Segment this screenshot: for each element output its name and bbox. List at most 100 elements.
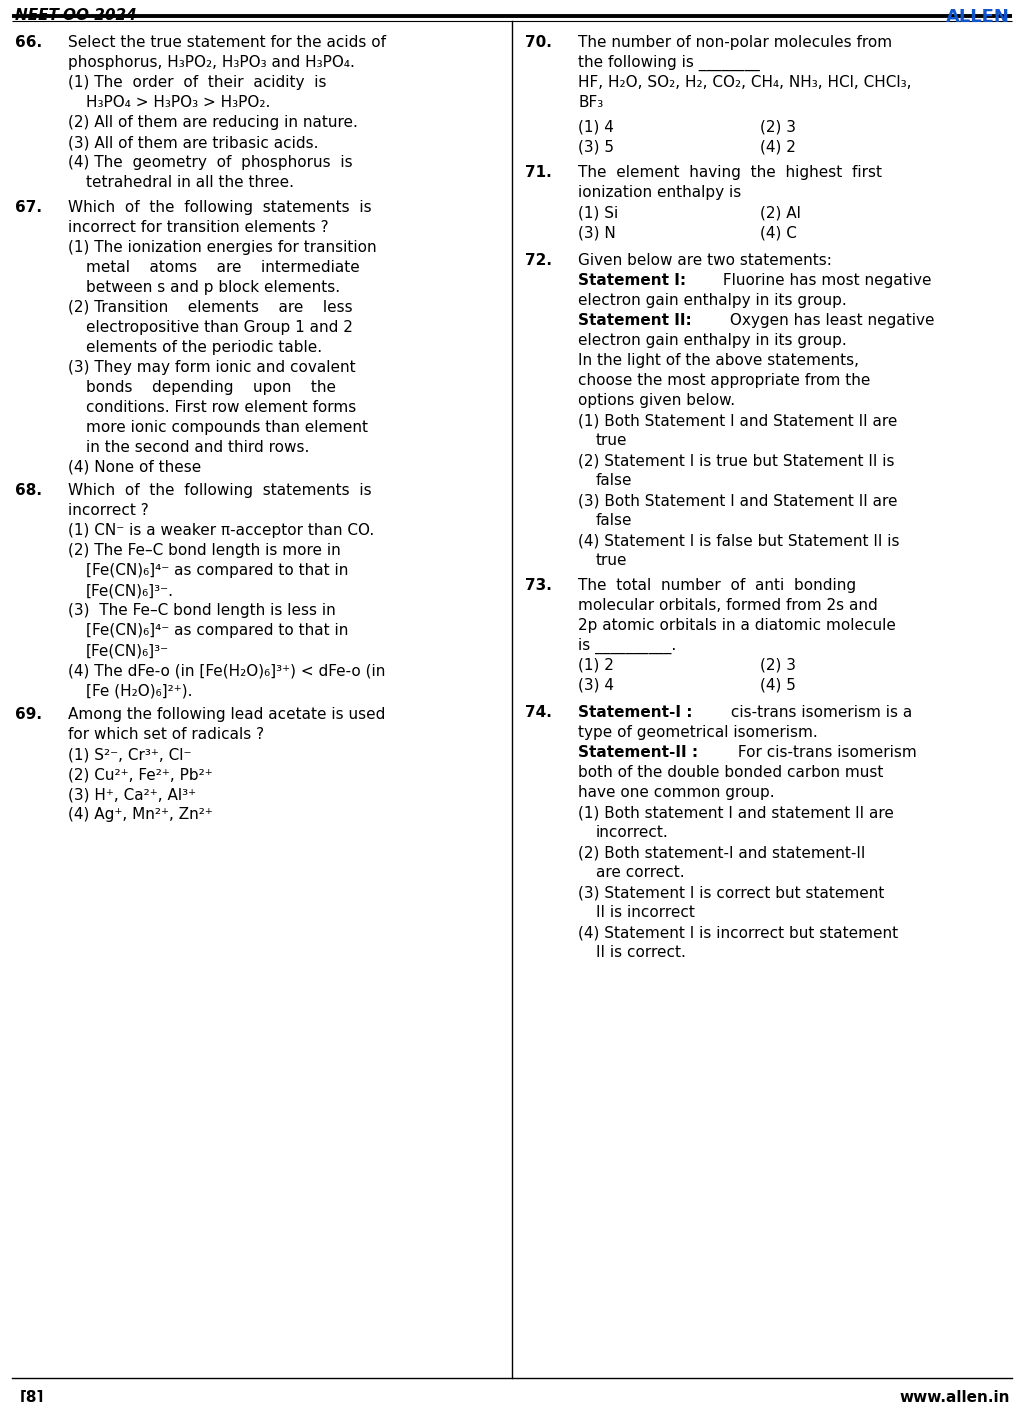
Text: Statement-II :: Statement-II :	[578, 744, 698, 760]
Text: (3) Statement I is correct but statement: (3) Statement I is correct but statement	[578, 885, 885, 900]
Text: www.allen.in: www.allen.in	[899, 1389, 1010, 1402]
Text: for which set of radicals ?: for which set of radicals ?	[68, 728, 264, 742]
Text: ionization enthalpy is: ionization enthalpy is	[578, 185, 741, 200]
Text: 71.: 71.	[525, 165, 552, 179]
Text: are correct.: are correct.	[596, 865, 685, 880]
Text: [Fe (H₂O)₆]²⁺).: [Fe (H₂O)₆]²⁺).	[86, 683, 193, 698]
Text: (2) Transition    elements    are    less: (2) Transition elements are less	[68, 300, 352, 315]
Text: (2) 3: (2) 3	[760, 121, 796, 135]
Text: 67.: 67.	[15, 200, 42, 215]
Text: (1) Both Statement I and Statement II are: (1) Both Statement I and Statement II ar…	[578, 414, 897, 428]
Text: electropositive than Group 1 and 2: electropositive than Group 1 and 2	[86, 320, 353, 335]
Text: (4) The  geometry  of  phosphorus  is: (4) The geometry of phosphorus is	[68, 156, 352, 170]
Text: HF, H₂O, SO₂, H₂, CO₂, CH₄, NH₃, HCl, CHCl₃,: HF, H₂O, SO₂, H₂, CO₂, CH₄, NH₃, HCl, CH…	[578, 74, 911, 90]
Text: (3) N: (3) N	[578, 224, 615, 240]
Text: Statement I:: Statement I:	[578, 273, 686, 287]
Text: [Fe(CN)₆]⁴⁻ as compared to that in: [Fe(CN)₆]⁴⁻ as compared to that in	[86, 564, 348, 578]
Text: The number of non-polar molecules from: The number of non-polar molecules from	[578, 35, 892, 50]
Text: ALLEN: ALLEN	[946, 8, 1010, 27]
Text: (4) Statement I is incorrect but statement: (4) Statement I is incorrect but stateme…	[578, 925, 898, 939]
Text: (1) 2: (1) 2	[578, 658, 613, 673]
Text: elements of the periodic table.: elements of the periodic table.	[86, 341, 323, 355]
Text: BF₃: BF₃	[578, 95, 603, 109]
Text: (1) 4: (1) 4	[578, 121, 613, 135]
Text: phosphorus, H₃PO₂, H₃PO₃ and H₃PO₄.: phosphorus, H₃PO₂, H₃PO₃ and H₃PO₄.	[68, 55, 355, 70]
Text: 66.: 66.	[15, 35, 42, 50]
Text: options given below.: options given below.	[578, 393, 735, 408]
Text: 73.: 73.	[525, 578, 552, 593]
Text: (1) The  order  of  their  acidity  is: (1) The order of their acidity is	[68, 74, 327, 90]
Text: incorrect ?: incorrect ?	[68, 503, 148, 517]
Text: (3) All of them are tribasic acids.: (3) All of them are tribasic acids.	[68, 135, 318, 150]
Text: Statement-I :: Statement-I :	[578, 705, 692, 721]
Text: Fluorine has most negative: Fluorine has most negative	[718, 273, 931, 287]
Text: 74.: 74.	[525, 705, 552, 721]
Text: (4) The dFe-o (in [Fe(H₂O)₆]³⁺) < dFe-o (in: (4) The dFe-o (in [Fe(H₂O)₆]³⁺) < dFe-o …	[68, 663, 385, 679]
Text: is __________.: is __________.	[578, 638, 676, 655]
Text: (1) CN⁻ is a weaker π-acceptor than CO.: (1) CN⁻ is a weaker π-acceptor than CO.	[68, 523, 374, 538]
Text: conditions. First row element forms: conditions. First row element forms	[86, 400, 356, 415]
Text: false: false	[596, 513, 633, 529]
Text: more ionic compounds than element: more ionic compounds than element	[86, 421, 368, 435]
Text: 70.: 70.	[525, 35, 552, 50]
Text: metal    atoms    are    intermediate: metal atoms are intermediate	[86, 259, 359, 275]
Text: The  element  having  the  highest  first: The element having the highest first	[578, 165, 882, 179]
Text: type of geometrical isomerism.: type of geometrical isomerism.	[578, 725, 818, 740]
Text: true: true	[596, 433, 628, 449]
Text: (2) Statement I is true but Statement II is: (2) Statement I is true but Statement II…	[578, 453, 895, 468]
Text: For cis-trans isomerism: For cis-trans isomerism	[733, 744, 916, 760]
Text: H₃PO₄ > H₃PO₃ > H₃PO₂.: H₃PO₄ > H₃PO₃ > H₃PO₂.	[86, 95, 270, 109]
Text: incorrect.: incorrect.	[596, 824, 669, 840]
Text: molecular orbitals, formed from 2s and: molecular orbitals, formed from 2s and	[578, 599, 878, 613]
Text: (4) 5: (4) 5	[760, 679, 796, 693]
Text: have one common group.: have one common group.	[578, 785, 774, 801]
Text: (2) All of them are reducing in nature.: (2) All of them are reducing in nature.	[68, 115, 357, 130]
Text: (1) The ionization energies for transition: (1) The ionization energies for transiti…	[68, 240, 377, 255]
Text: [Fe(CN)₆]³⁻.: [Fe(CN)₆]³⁻.	[86, 583, 174, 599]
Text: tetrahedral in all the three.: tetrahedral in all the three.	[86, 175, 294, 191]
Text: The  total  number  of  anti  bonding: The total number of anti bonding	[578, 578, 856, 593]
Text: bonds    depending    upon    the: bonds depending upon the	[86, 380, 336, 395]
Text: In the light of the above statements,: In the light of the above statements,	[578, 353, 859, 367]
Text: (2) Cu²⁺, Fe²⁺, Pb²⁺: (2) Cu²⁺, Fe²⁺, Pb²⁺	[68, 767, 213, 782]
Text: (1) Both statement I and statement II are: (1) Both statement I and statement II ar…	[578, 805, 894, 820]
Text: 2p atomic orbitals in a diatomic molecule: 2p atomic orbitals in a diatomic molecul…	[578, 618, 896, 632]
Text: electron gain enthalpy in its group.: electron gain enthalpy in its group.	[578, 293, 847, 308]
Text: (4) Statement I is false but Statement II is: (4) Statement I is false but Statement I…	[578, 533, 899, 548]
Text: (4) Ag⁺, Mn²⁺, Zn²⁺: (4) Ag⁺, Mn²⁺, Zn²⁺	[68, 808, 213, 822]
Text: (3) 5: (3) 5	[578, 140, 614, 156]
Text: Oxygen has least negative: Oxygen has least negative	[725, 313, 934, 328]
Text: (2) The Fe–C bond length is more in: (2) The Fe–C bond length is more in	[68, 543, 341, 558]
Text: [8]: [8]	[20, 1389, 44, 1402]
Text: (1) Si: (1) Si	[578, 205, 618, 220]
Text: Among the following lead acetate is used: Among the following lead acetate is used	[68, 707, 385, 722]
Text: incorrect for transition elements ?: incorrect for transition elements ?	[68, 220, 329, 236]
Text: false: false	[596, 472, 633, 488]
Text: (4) 2: (4) 2	[760, 140, 796, 156]
Text: choose the most appropriate from the: choose the most appropriate from the	[578, 373, 870, 388]
Text: electron gain enthalpy in its group.: electron gain enthalpy in its group.	[578, 334, 847, 348]
Text: Statement II:: Statement II:	[578, 313, 692, 328]
Text: NEET-OO 2024: NEET-OO 2024	[15, 8, 137, 22]
Text: (3) They may form ionic and covalent: (3) They may form ionic and covalent	[68, 360, 355, 374]
Text: II is correct.: II is correct.	[596, 945, 686, 960]
Text: cis-trans isomerism is a: cis-trans isomerism is a	[726, 705, 912, 721]
Text: (1) S²⁻, Cr³⁺, Cl⁻: (1) S²⁻, Cr³⁺, Cl⁻	[68, 747, 191, 763]
Text: 68.: 68.	[15, 484, 42, 498]
Text: (2) 3: (2) 3	[760, 658, 796, 673]
Text: Which  of  the  following  statements  is: Which of the following statements is	[68, 200, 372, 215]
Text: Given below are two statements:: Given below are two statements:	[578, 252, 831, 268]
Text: (4) C: (4) C	[760, 224, 797, 240]
Text: Select the true statement for the acids of: Select the true statement for the acids …	[68, 35, 386, 50]
Text: (2) Both statement-I and statement-II: (2) Both statement-I and statement-II	[578, 845, 865, 859]
Text: [Fe(CN)₆]⁴⁻ as compared to that in: [Fe(CN)₆]⁴⁻ as compared to that in	[86, 622, 348, 638]
Text: (3) H⁺, Ca²⁺, Al³⁺: (3) H⁺, Ca²⁺, Al³⁺	[68, 787, 197, 802]
Text: 69.: 69.	[15, 707, 42, 722]
Text: the following is ________: the following is ________	[578, 55, 760, 72]
Text: true: true	[596, 552, 628, 568]
Text: [Fe(CN)₆]³⁻: [Fe(CN)₆]³⁻	[86, 644, 169, 658]
Text: in the second and third rows.: in the second and third rows.	[86, 440, 309, 456]
Text: (3)  The Fe–C bond length is less in: (3) The Fe–C bond length is less in	[68, 603, 336, 618]
Text: both of the double bonded carbon must: both of the double bonded carbon must	[578, 765, 884, 780]
Text: between s and p block elements.: between s and p block elements.	[86, 280, 340, 294]
